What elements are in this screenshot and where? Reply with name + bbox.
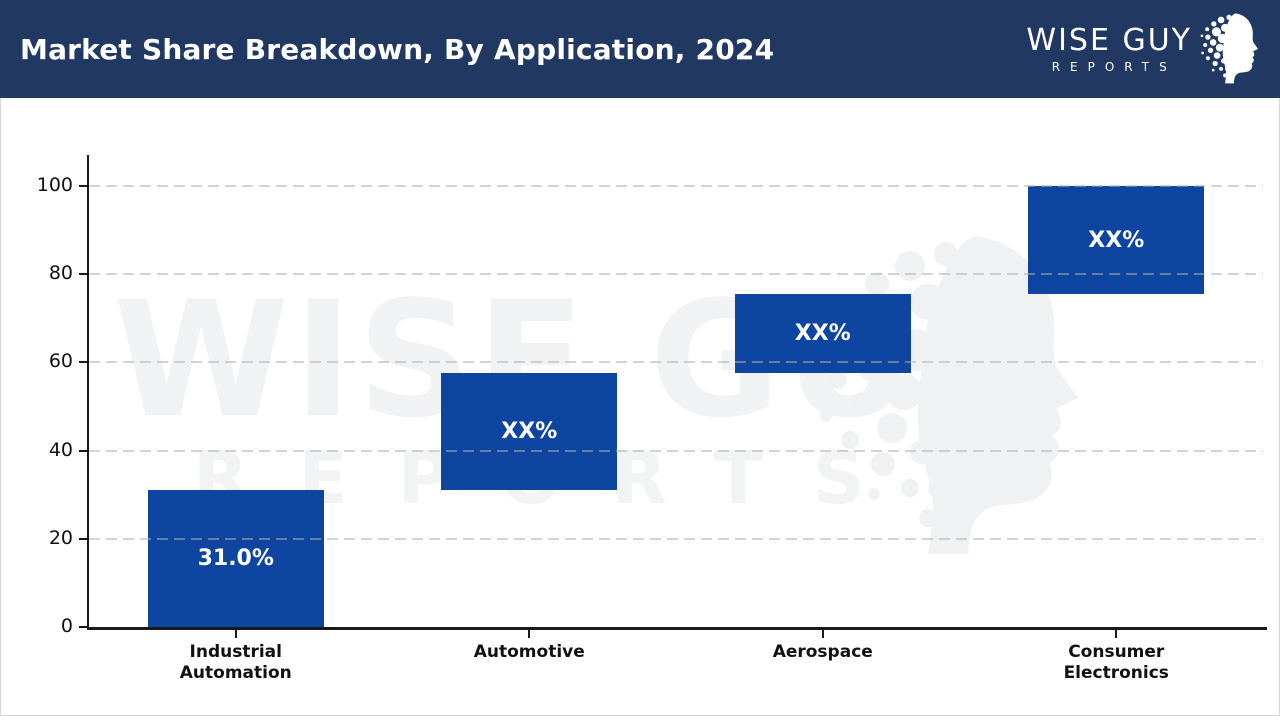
gridline-40	[89, 449, 1263, 452]
x-tick-3	[821, 630, 824, 638]
x-tick-2	[528, 630, 531, 638]
header-bar: Market Share Breakdown, By Application, …	[0, 0, 1280, 98]
logo-subtitle: REPORTS	[1051, 59, 1177, 74]
y-axis-line	[87, 155, 89, 630]
y-tick-80	[79, 273, 87, 276]
x-axis-category-label: Consumer Electronics	[1063, 642, 1169, 683]
bar-value-label: XX%	[501, 419, 558, 445]
bar-aerospace: XX%	[734, 294, 911, 374]
bar-value-label: XX%	[794, 321, 851, 347]
logo-wordmark: WISE GUY	[1026, 22, 1192, 58]
y-tick-label-20: 20	[48, 526, 73, 549]
y-tick-0	[79, 626, 87, 628]
bar-consumer-electronics: XX%	[1028, 186, 1205, 295]
wiseguy-logo-text: WISE GUY REPORTS	[1026, 22, 1192, 74]
y-tick-label-40: 40	[48, 438, 73, 461]
y-tick-label-0: 0	[60, 615, 73, 637]
x-axis-category-label: Aerospace	[772, 642, 873, 662]
bar-value-label: 31.0%	[197, 546, 274, 572]
gridline-80	[89, 273, 1263, 276]
gridline-60	[89, 361, 1263, 364]
x-tick-1	[234, 630, 237, 638]
x-tick-4	[1115, 630, 1118, 638]
gridline-20	[89, 537, 1263, 540]
chart-title: Market Share Breakdown, By Application, …	[20, 32, 775, 66]
y-tick-label-80: 80	[48, 262, 73, 285]
x-axis-category-label: Industrial Automation	[179, 642, 292, 683]
y-tick-40	[79, 449, 87, 452]
wiseguy-head-icon	[1200, 13, 1259, 84]
x-axis-category-label: Automotive	[473, 642, 585, 662]
y-tick-20	[79, 537, 87, 540]
y-tick-label-100: 100	[36, 174, 73, 196]
gridline-100	[89, 185, 1263, 187]
bar-industrial-automation: 31.0%	[147, 490, 324, 627]
wiseguy-logo: WISE GUY REPORTS	[1026, 9, 1262, 89]
y-tick-60	[79, 361, 87, 364]
y-tick-100	[79, 185, 87, 187]
x-axis-line	[87, 627, 1267, 630]
bar-automotive: XX%	[441, 373, 618, 491]
chart-area: WISE GUY REPORTS 02040608010031.0%Indust…	[0, 98, 1280, 716]
bar-value-label: XX%	[1088, 227, 1145, 253]
y-tick-label-60: 60	[48, 350, 73, 373]
